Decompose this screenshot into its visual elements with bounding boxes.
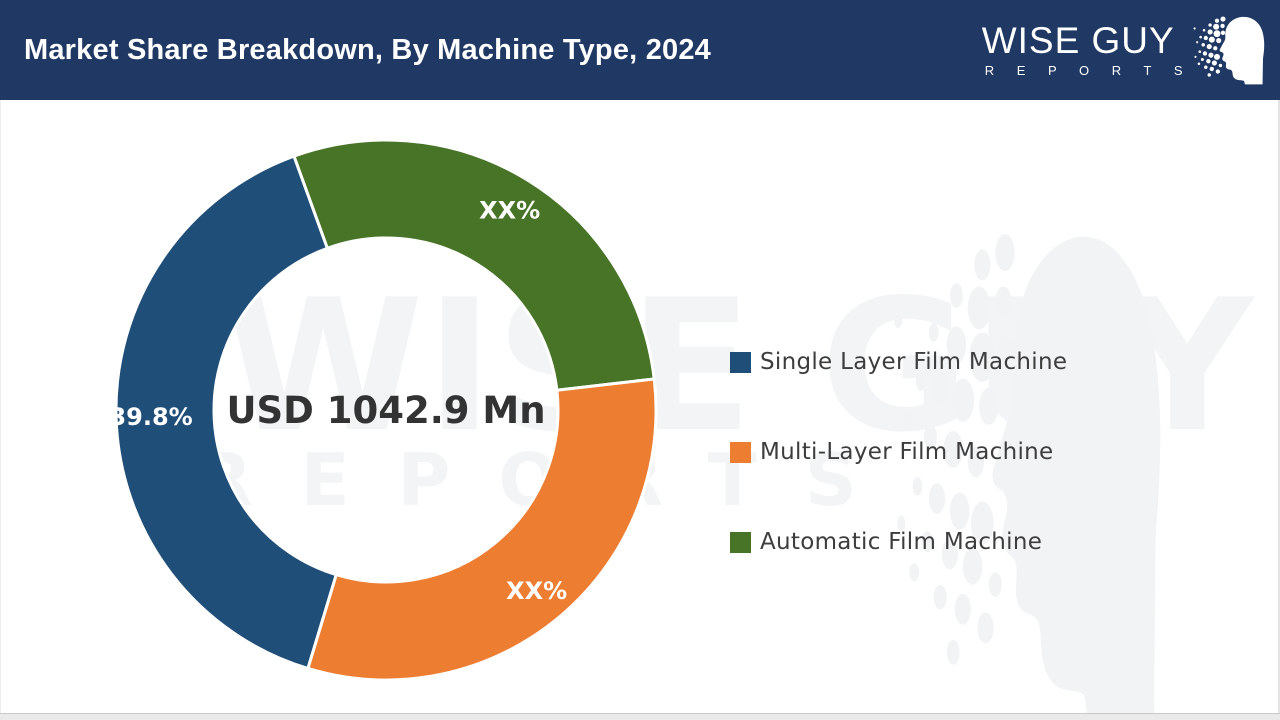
- donut-slice-0: [114, 154, 338, 670]
- legend-item-automatic: Automatic Film Machine: [730, 529, 1067, 555]
- slice-label-1: XX%: [506, 577, 567, 605]
- brand-subtitle: R E P O R T S: [984, 63, 1192, 78]
- legend-label: Automatic Film Machine: [760, 529, 1043, 555]
- dotted-face-profile-icon: [1193, 16, 1265, 85]
- brand-logo-text: WISE GUY R E P O R T S: [982, 22, 1192, 78]
- legend-item-multi-layer: Multi-Layer Film Machine: [730, 439, 1067, 465]
- legend-label: Single Layer Film Machine: [760, 349, 1068, 375]
- watermark-face-icon: [894, 234, 1161, 713]
- legend-swatch-icon: [730, 351, 751, 373]
- donut-slice-2: [292, 138, 656, 392]
- slice-label-2: XX%: [479, 197, 540, 225]
- page-title: Market Share Breakdown, By Machine Type,…: [24, 33, 712, 66]
- legend-label: Multi-Layer Film Machine: [760, 439, 1054, 465]
- brand-name: WISE GUY: [981, 20, 1175, 61]
- legend-item-single-layer: Single Layer Film Machine: [730, 349, 1068, 375]
- legend-swatch-icon: [730, 531, 751, 553]
- donut-center-value: USD 1042.9 Mn: [226, 388, 546, 432]
- footer-strip: [0, 713, 1280, 720]
- legend-swatch-icon: [730, 441, 751, 463]
- legend: Single Layer Film Machine Multi-Layer Fi…: [730, 349, 1068, 620]
- donut-chart: 39.8% XX% XX%: [109, 138, 658, 682]
- header-bar: Market Share Breakdown, By Machine Type,…: [0, 0, 1280, 100]
- brand-logo: WISE GUY R E P O R T S: [982, 9, 1266, 91]
- donut-slice-1: [306, 377, 658, 682]
- slice-label-0: 39.8%: [109, 403, 192, 431]
